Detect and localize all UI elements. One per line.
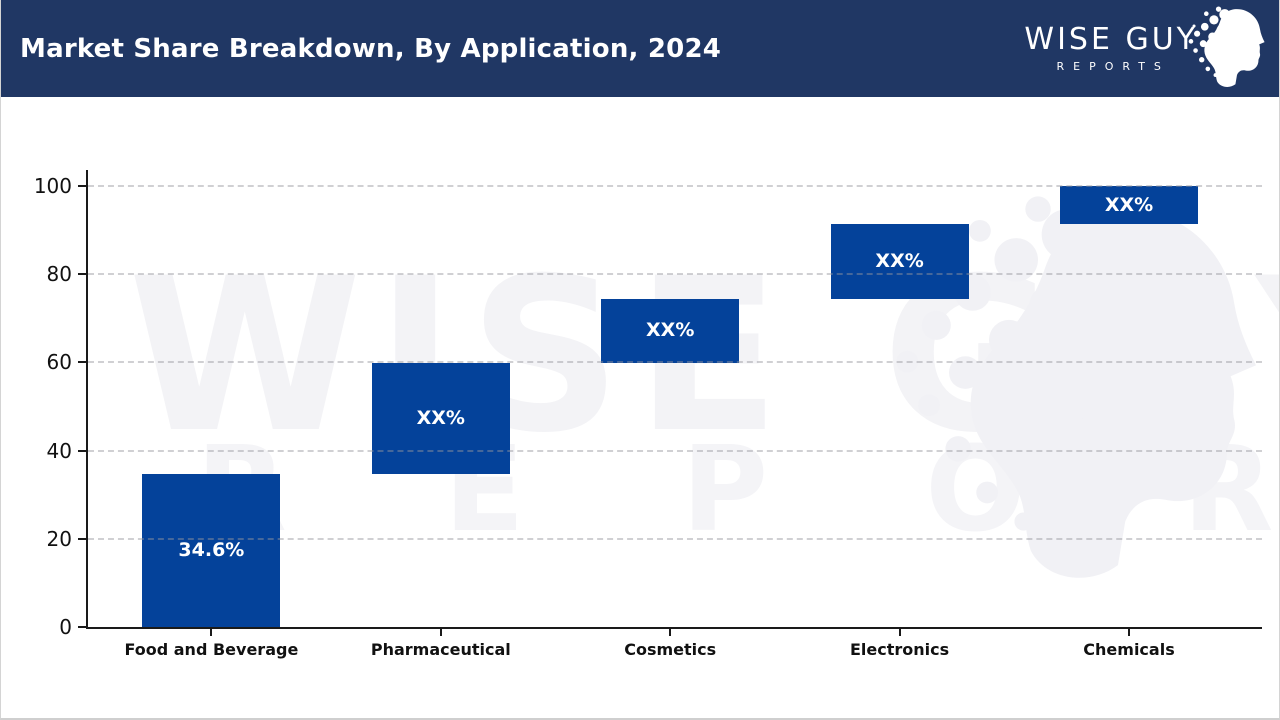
category-label-chemicals: Chemicals: [1083, 640, 1175, 659]
bar-value-label: XX%: [416, 406, 465, 429]
bar-cosmetics: [601, 299, 740, 363]
wise-guy-logo: WISE GUY REPORTS: [1024, 3, 1270, 95]
y-tick-mark: [78, 361, 86, 364]
y-gridline: [88, 537, 1262, 540]
header-bar: Market Share Breakdown, By Application, …: [0, 0, 1280, 97]
y-gridline: [88, 185, 1262, 187]
x-tick-mark: [210, 629, 213, 636]
category-label-cosmetics: Cosmetics: [624, 640, 717, 659]
x-tick-mark: [669, 629, 672, 636]
logo-text: WISE GUY REPORTS: [1024, 21, 1198, 73]
y-tick-label: 60: [46, 350, 72, 375]
watermark-face-icon: [896, 196, 1257, 578]
y-tick-label: 100: [33, 174, 72, 198]
y-gridline: [88, 449, 1262, 452]
bar-pharmaceutical: [371, 362, 510, 475]
y-gridline: [88, 273, 1262, 276]
logo-face-icon: [1188, 5, 1265, 87]
logo-name: WISE GUY: [1024, 21, 1198, 57]
category-label-electronics: Electronics: [850, 640, 950, 659]
category-label-food-and-beverage: Food and Beverage: [124, 640, 299, 659]
x-tick-mark: [439, 629, 442, 636]
x-tick-mark: [1128, 629, 1130, 636]
y-tick-mark: [78, 273, 86, 276]
category-label-pharmaceutical: Pharmaceutical: [370, 640, 511, 659]
y-tick-label: 0: [59, 615, 72, 639]
x-tick-mark: [898, 629, 901, 636]
y-tick-mark: [78, 449, 86, 452]
chart-title: Market Share Breakdown, By Application, …: [20, 33, 722, 64]
bar-electronics: [830, 224, 969, 300]
y-tick-mark: [78, 626, 86, 628]
bar-value-label: XX%: [875, 250, 924, 273]
bar-value-label: XX%: [646, 319, 695, 342]
logo-subtitle: REPORTS: [1056, 59, 1170, 73]
y-gridline: [88, 361, 1262, 364]
bar-chemicals: [1060, 186, 1198, 225]
y-tick-label: 40: [46, 438, 72, 463]
y-tick-label: 20: [46, 526, 72, 551]
y-axis-line: [86, 170, 88, 629]
x-axis-line: [86, 627, 1262, 629]
y-tick-label: 80: [46, 262, 72, 287]
bar-value-label: XX%: [1104, 194, 1154, 216]
y-tick-mark: [78, 185, 86, 187]
bar-food-and-beverage: [142, 474, 281, 627]
bar-value-label: 34.6%: [178, 539, 245, 562]
y-tick-mark: [78, 537, 86, 540]
